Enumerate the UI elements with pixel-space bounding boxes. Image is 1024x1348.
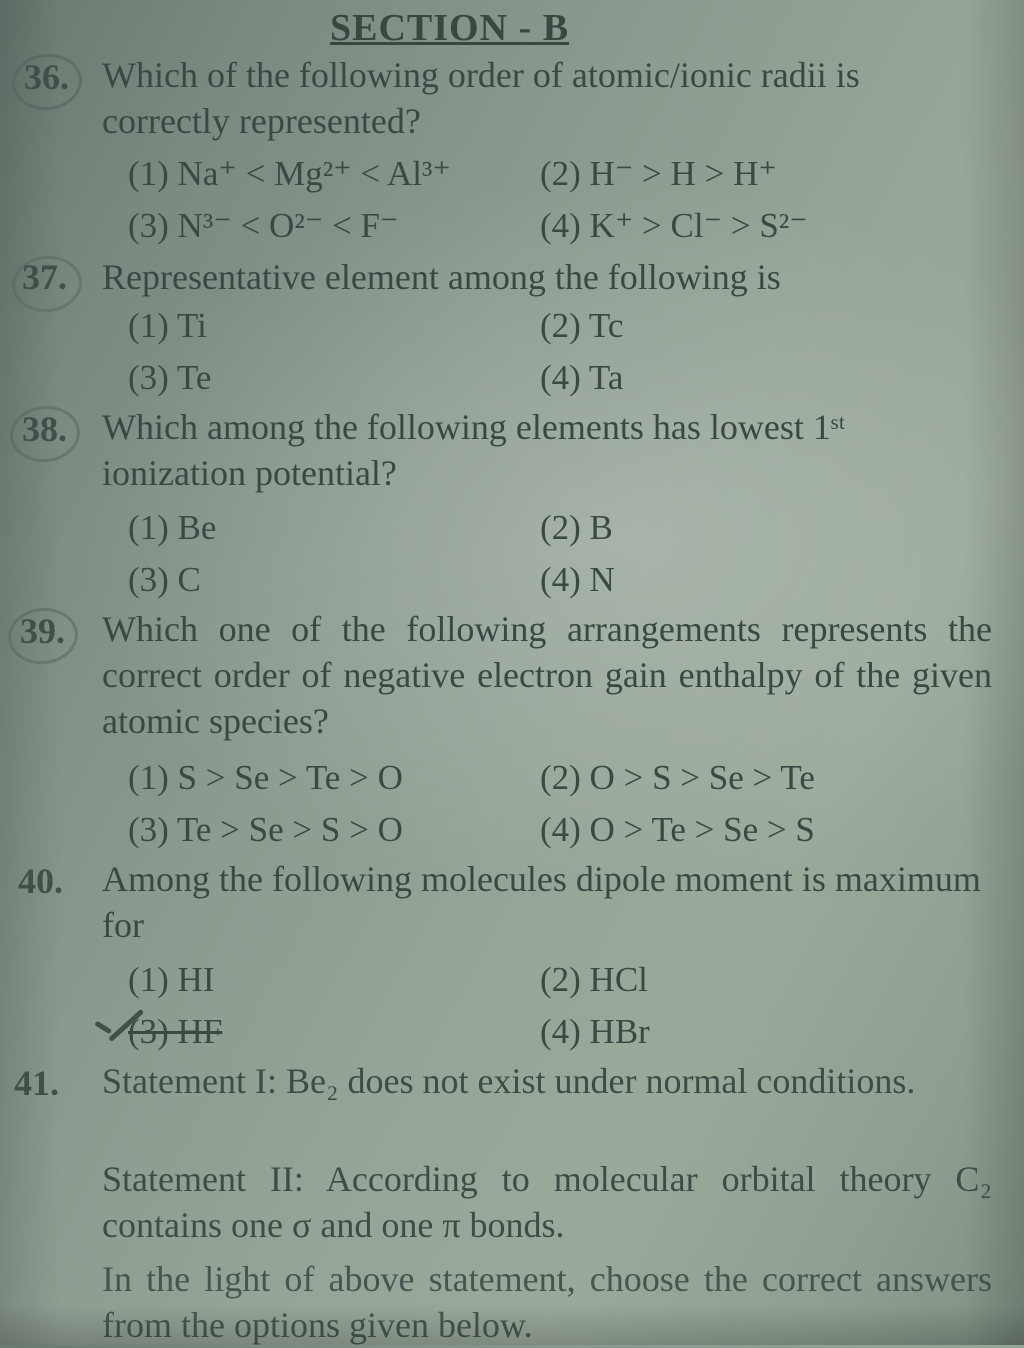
q40-text: Among the following molecules dipole mom… [102,856,992,948]
q36-number: 36. [24,56,69,98]
q37-text: Representative element among the followi… [102,254,982,300]
q38-opt2: (2) B [540,506,613,550]
q36-text: Which of the following order of atomic/i… [102,52,982,144]
q37-opt1: (1) Ti [128,304,207,348]
q37-opt4: (4) Ta [540,356,623,400]
q37-number: 37. [22,256,67,298]
q40-opt2: (2) HCl [540,958,648,1002]
q36-opt2: (2) H⁻ > H > H⁺ [540,152,777,196]
page-shadow [0,1305,1024,1345]
q38-opt4: (4) N [540,558,615,602]
q36-opt3: (3) N³⁻ < O²⁻ < F⁻ [128,204,398,248]
q39-opt4: (4) O > Te > Se > S [540,808,815,852]
q38-text: Which among the following elements has l… [102,404,982,496]
q36-opt4: (4) K⁺ > Cl⁻ > S²⁻ [540,204,808,248]
q39-opt1: (1) S > Se > Te > O [128,756,403,800]
q40-opt4: (4) HBr [540,1010,650,1054]
q40-opt1: (1) HI [128,958,215,1002]
q41-statement1: Statement I: Be₂ does not exist under no… [102,1058,992,1104]
q41-number: 41. [14,1062,59,1104]
exam-page: SECTION - B 36. Which of the following o… [0,0,1024,1345]
q40-number: 40. [18,860,63,902]
q39-number: 39. [20,610,65,652]
q40-opt3: (3) HF [128,1010,222,1054]
section-title: SECTION - B [330,6,569,50]
q37-opt2: (2) Tc [540,304,623,348]
q41-statement2: Statement II: According to molecular orb… [102,1156,992,1248]
q39-text: Which one of the following arrangements … [102,606,992,744]
q36-opt1: (1) Na⁺ < Mg²⁺ < Al³⁺ [128,152,451,196]
q38-opt1: (1) Be [128,506,216,550]
q39-opt2: (2) O > S > Se > Te [540,756,815,800]
q37-opt3: (3) Te [128,356,211,400]
q39-opt3: (3) Te > Se > S > O [128,808,403,852]
q38-number: 38. [22,408,67,450]
q38-opt3: (3) C [128,558,201,602]
